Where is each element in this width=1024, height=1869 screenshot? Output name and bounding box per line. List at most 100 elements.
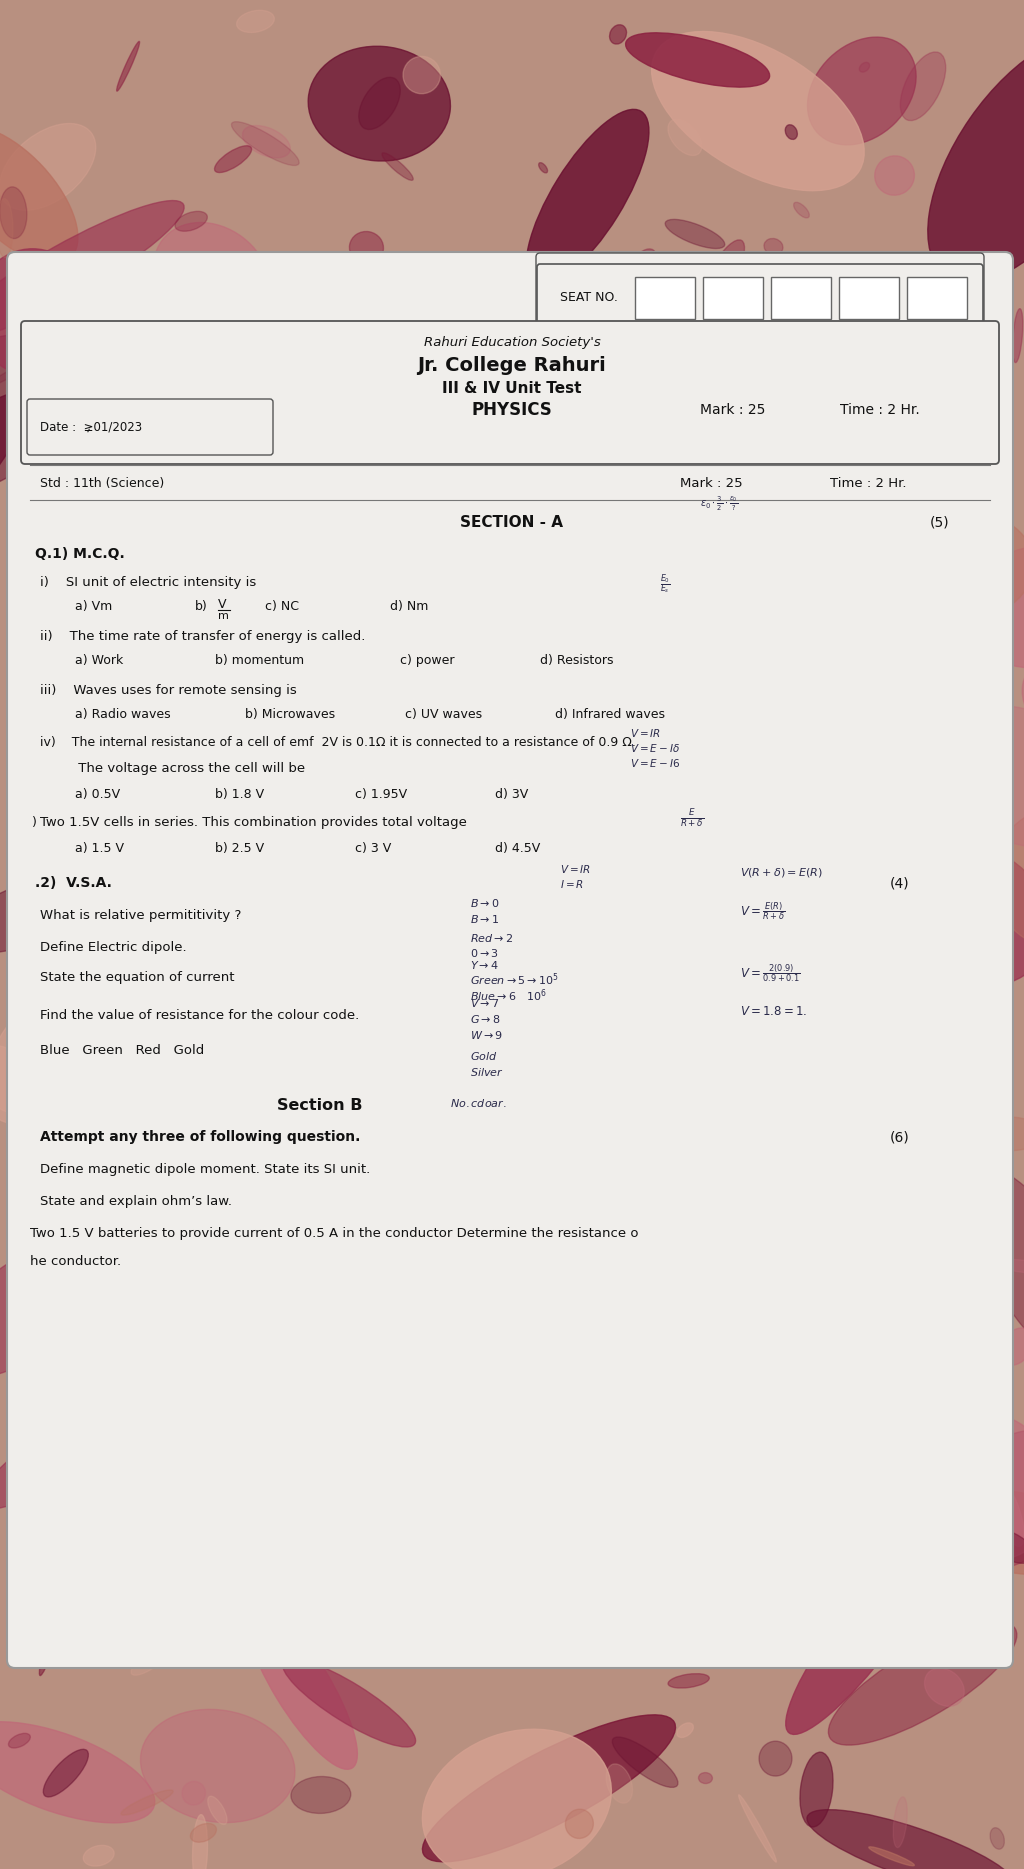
Ellipse shape: [594, 293, 630, 308]
Ellipse shape: [688, 830, 761, 856]
Ellipse shape: [380, 1544, 439, 1591]
Text: b) momentum: b) momentum: [215, 654, 304, 667]
Ellipse shape: [925, 1667, 965, 1706]
Ellipse shape: [794, 202, 809, 219]
Ellipse shape: [373, 607, 390, 628]
Ellipse shape: [510, 678, 531, 701]
Ellipse shape: [0, 1802, 10, 1869]
Ellipse shape: [892, 1488, 1024, 1576]
Ellipse shape: [291, 1777, 351, 1813]
Ellipse shape: [83, 1146, 188, 1267]
Text: $V=IR$: $V=IR$: [560, 863, 591, 875]
Ellipse shape: [506, 987, 536, 1015]
Ellipse shape: [906, 770, 941, 800]
Ellipse shape: [543, 1432, 589, 1471]
Text: State and explain ohm’s law.: State and explain ohm’s law.: [40, 1194, 232, 1207]
Ellipse shape: [187, 875, 249, 908]
Ellipse shape: [834, 1131, 856, 1185]
Ellipse shape: [343, 1396, 359, 1430]
Text: he conductor.: he conductor.: [30, 1254, 121, 1267]
Ellipse shape: [991, 1260, 1024, 1273]
Ellipse shape: [609, 24, 627, 45]
Text: $V\rightarrow 7$: $V\rightarrow 7$: [470, 996, 500, 1009]
Ellipse shape: [687, 1318, 714, 1355]
Ellipse shape: [934, 1415, 1024, 1559]
Ellipse shape: [0, 392, 27, 564]
Ellipse shape: [417, 1226, 438, 1256]
Text: $V=IR$: $V=IR$: [630, 727, 662, 738]
Ellipse shape: [382, 153, 414, 179]
Text: c) NC: c) NC: [265, 600, 299, 613]
Text: (6): (6): [890, 1131, 909, 1144]
Ellipse shape: [520, 834, 572, 862]
Ellipse shape: [928, 34, 1024, 282]
Ellipse shape: [1013, 308, 1023, 363]
Ellipse shape: [541, 320, 559, 336]
Ellipse shape: [131, 1639, 178, 1675]
Ellipse shape: [668, 120, 701, 155]
Ellipse shape: [214, 1355, 248, 1411]
Ellipse shape: [921, 312, 941, 348]
Ellipse shape: [808, 37, 916, 144]
Ellipse shape: [68, 811, 104, 878]
Ellipse shape: [0, 886, 52, 951]
Text: $No.cdoar.$: $No.cdoar.$: [450, 1097, 507, 1108]
FancyBboxPatch shape: [537, 264, 983, 327]
Ellipse shape: [586, 858, 625, 918]
Ellipse shape: [873, 1600, 931, 1647]
Ellipse shape: [629, 736, 669, 763]
Ellipse shape: [0, 200, 184, 340]
Ellipse shape: [612, 1736, 678, 1787]
Bar: [635, 277, 695, 320]
Ellipse shape: [781, 1151, 904, 1277]
Ellipse shape: [779, 1602, 819, 1643]
Ellipse shape: [555, 1432, 593, 1482]
Ellipse shape: [228, 1101, 258, 1170]
Ellipse shape: [649, 521, 801, 705]
Ellipse shape: [177, 1254, 221, 1310]
Ellipse shape: [990, 1828, 1005, 1848]
Ellipse shape: [349, 232, 383, 264]
Text: ii)    The time rate of transfer of energy is called.: ii) The time rate of transfer of energy …: [40, 630, 366, 643]
Ellipse shape: [568, 1168, 607, 1202]
Ellipse shape: [290, 566, 446, 742]
Ellipse shape: [147, 1196, 316, 1342]
Text: d) 4.5V: d) 4.5V: [495, 841, 541, 854]
Ellipse shape: [0, 123, 96, 211]
Text: Blue   Green   Red   Gold: Blue Green Red Gold: [40, 1043, 204, 1056]
Ellipse shape: [115, 497, 148, 553]
Ellipse shape: [877, 983, 936, 992]
Text: d) Infrared waves: d) Infrared waves: [555, 708, 665, 721]
Ellipse shape: [571, 1391, 695, 1519]
Ellipse shape: [487, 516, 539, 578]
Ellipse shape: [0, 364, 28, 387]
Text: $\frac{E_0}{E_s}$: $\frac{E_0}{E_s}$: [660, 572, 671, 596]
Ellipse shape: [159, 1456, 330, 1564]
Ellipse shape: [942, 1372, 994, 1394]
Text: b) Microwaves: b) Microwaves: [245, 708, 335, 721]
Ellipse shape: [290, 1501, 434, 1604]
Text: Jr. College Rahuri: Jr. College Rahuri: [418, 355, 606, 374]
Text: $V(R+\delta)=E(R)$: $V(R+\delta)=E(R)$: [740, 865, 822, 878]
Text: Two 1.5V cells in series. This combination provides total voltage: Two 1.5V cells in series. This combinati…: [40, 815, 467, 828]
Text: Attempt any three of following question.: Attempt any three of following question.: [40, 1131, 360, 1144]
Ellipse shape: [389, 794, 416, 815]
Ellipse shape: [565, 1809, 593, 1839]
Ellipse shape: [783, 994, 810, 1032]
Ellipse shape: [783, 1400, 817, 1434]
Ellipse shape: [623, 542, 643, 557]
Ellipse shape: [340, 865, 372, 899]
Text: Define Electric dipole.: Define Electric dipole.: [40, 940, 186, 953]
Ellipse shape: [837, 886, 857, 908]
Text: Std : 11th (Science): Std : 11th (Science): [40, 477, 164, 490]
Ellipse shape: [394, 877, 594, 1071]
Ellipse shape: [996, 406, 1007, 419]
Ellipse shape: [785, 125, 798, 140]
Ellipse shape: [0, 1245, 93, 1377]
Ellipse shape: [874, 407, 936, 488]
Ellipse shape: [0, 125, 78, 264]
FancyBboxPatch shape: [7, 252, 1013, 1667]
Ellipse shape: [764, 239, 783, 254]
Ellipse shape: [154, 222, 270, 333]
Ellipse shape: [159, 1211, 195, 1265]
